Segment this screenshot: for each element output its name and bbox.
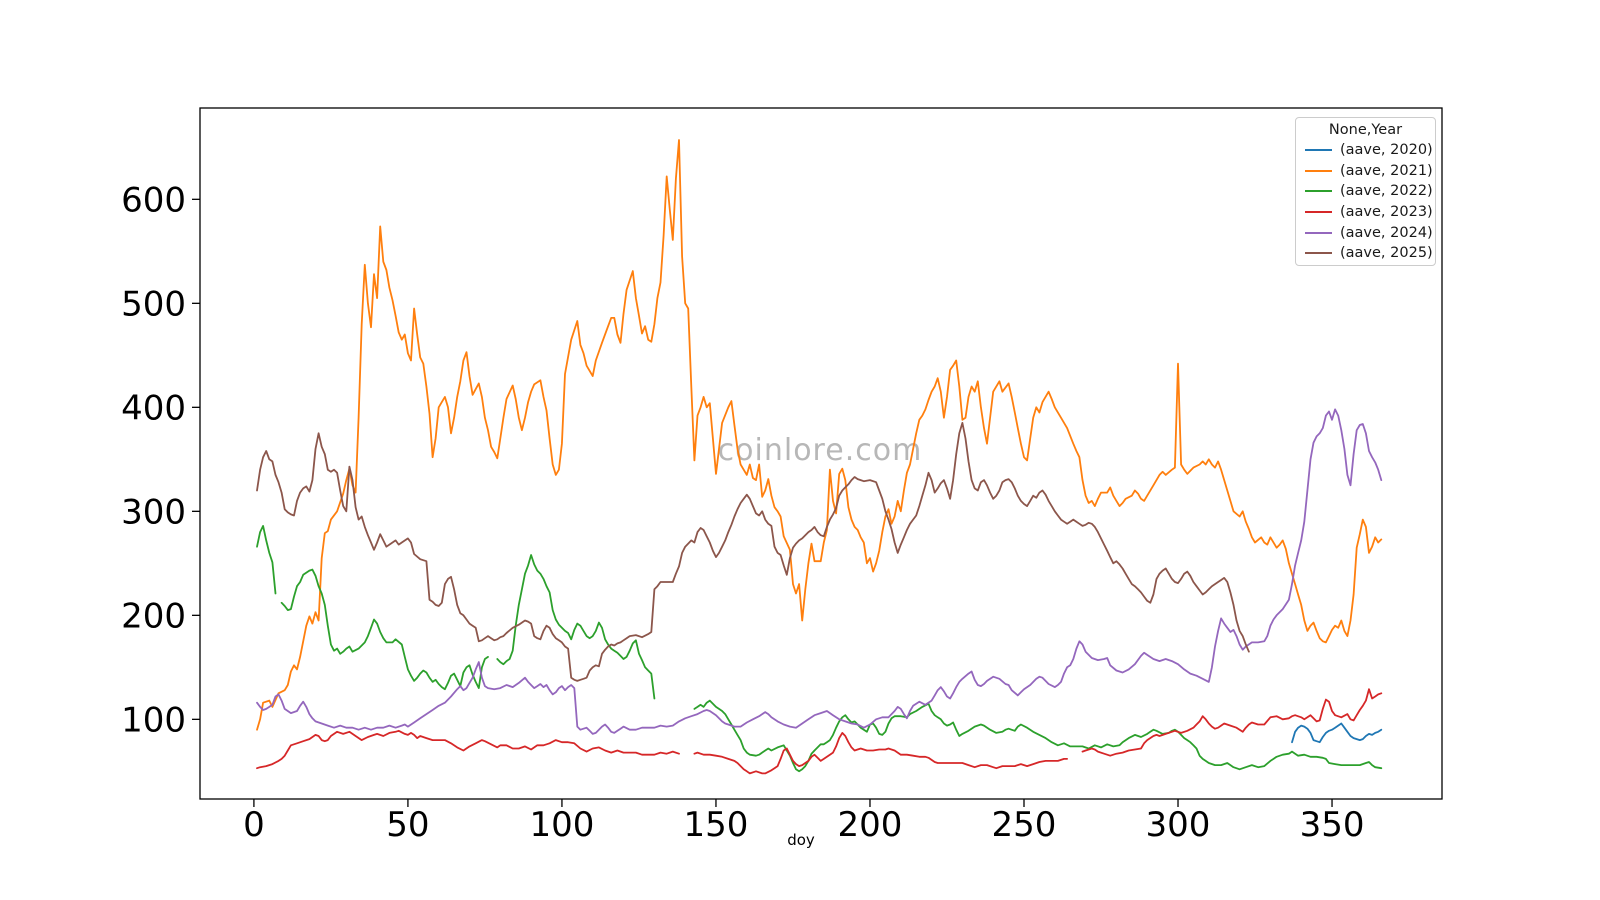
x-tick-label: 300: [1146, 805, 1211, 845]
legend-label: (aave, 2021): [1340, 162, 1433, 179]
x-tick-label: 100: [529, 805, 594, 845]
series-line-aave-2020: [1291, 722, 1383, 744]
series-line-aave-2024: [256, 408, 1383, 735]
series-line-aave-2023: [693, 732, 1068, 775]
legend-line-swatch: [1305, 190, 1332, 193]
x-tick-label: 350: [1300, 805, 1365, 845]
legend-line-swatch: [1305, 211, 1332, 214]
x-axis-label: doy: [787, 831, 815, 849]
legend-row: (aave, 2024): [1296, 222, 1435, 243]
series-line-aave-2025: [256, 421, 1250, 682]
y-tick-label: 100: [121, 700, 186, 740]
plot-border: [199, 107, 1443, 800]
legend-row: (aave, 2022): [1296, 181, 1435, 202]
legend-rows: (aave, 2020) (aave, 2021) (aave, 2022) (aav…: [1296, 140, 1435, 264]
y-tick-label: 400: [121, 388, 186, 428]
legend-label: (aave, 2023): [1340, 204, 1433, 221]
x-tick-label: 0: [243, 805, 265, 845]
series-line-aave-2023: [1081, 688, 1383, 757]
legend-line-swatch: [1305, 149, 1332, 152]
x-tick-label: 150: [684, 805, 749, 845]
legend-row: (aave, 2025): [1296, 243, 1435, 264]
series-line-aave-2021: [256, 139, 1383, 731]
y-tick-label: 500: [121, 284, 186, 324]
x-tick-label: 50: [386, 805, 429, 845]
series-line-aave-2022: [693, 699, 1383, 773]
legend-row: (aave, 2021): [1296, 161, 1435, 182]
series-line-aave-2022: [280, 568, 489, 691]
legend-label: (aave, 2025): [1340, 245, 1433, 262]
legend-label: (aave, 2024): [1340, 224, 1433, 241]
y-tick-label: 600: [121, 180, 186, 220]
legend-label: (aave, 2020): [1340, 142, 1433, 159]
series-line-aave-2023: [256, 729, 680, 770]
series-line-aave-2022: [496, 554, 656, 700]
legend-title: None,Year: [1328, 122, 1403, 138]
y-tick-label: 200: [121, 596, 186, 636]
legend-line-swatch: [1305, 252, 1332, 255]
x-tick-label: 250: [992, 805, 1057, 845]
y-tick-label: 300: [121, 492, 186, 532]
watermark-text: coinlore.com: [718, 433, 923, 468]
legend-line-swatch: [1305, 231, 1332, 234]
legend-row: (aave, 2020): [1296, 140, 1435, 161]
series-line-aave-2022: [256, 525, 277, 595]
legend-line-swatch: [1305, 169, 1332, 172]
legend-label: (aave, 2022): [1340, 183, 1433, 200]
x-tick-label: 200: [838, 805, 903, 845]
legend: None,Year (aave, 2020) (aave, 2021) (aave,…: [1295, 117, 1436, 266]
legend-row: (aave, 2023): [1296, 202, 1435, 223]
